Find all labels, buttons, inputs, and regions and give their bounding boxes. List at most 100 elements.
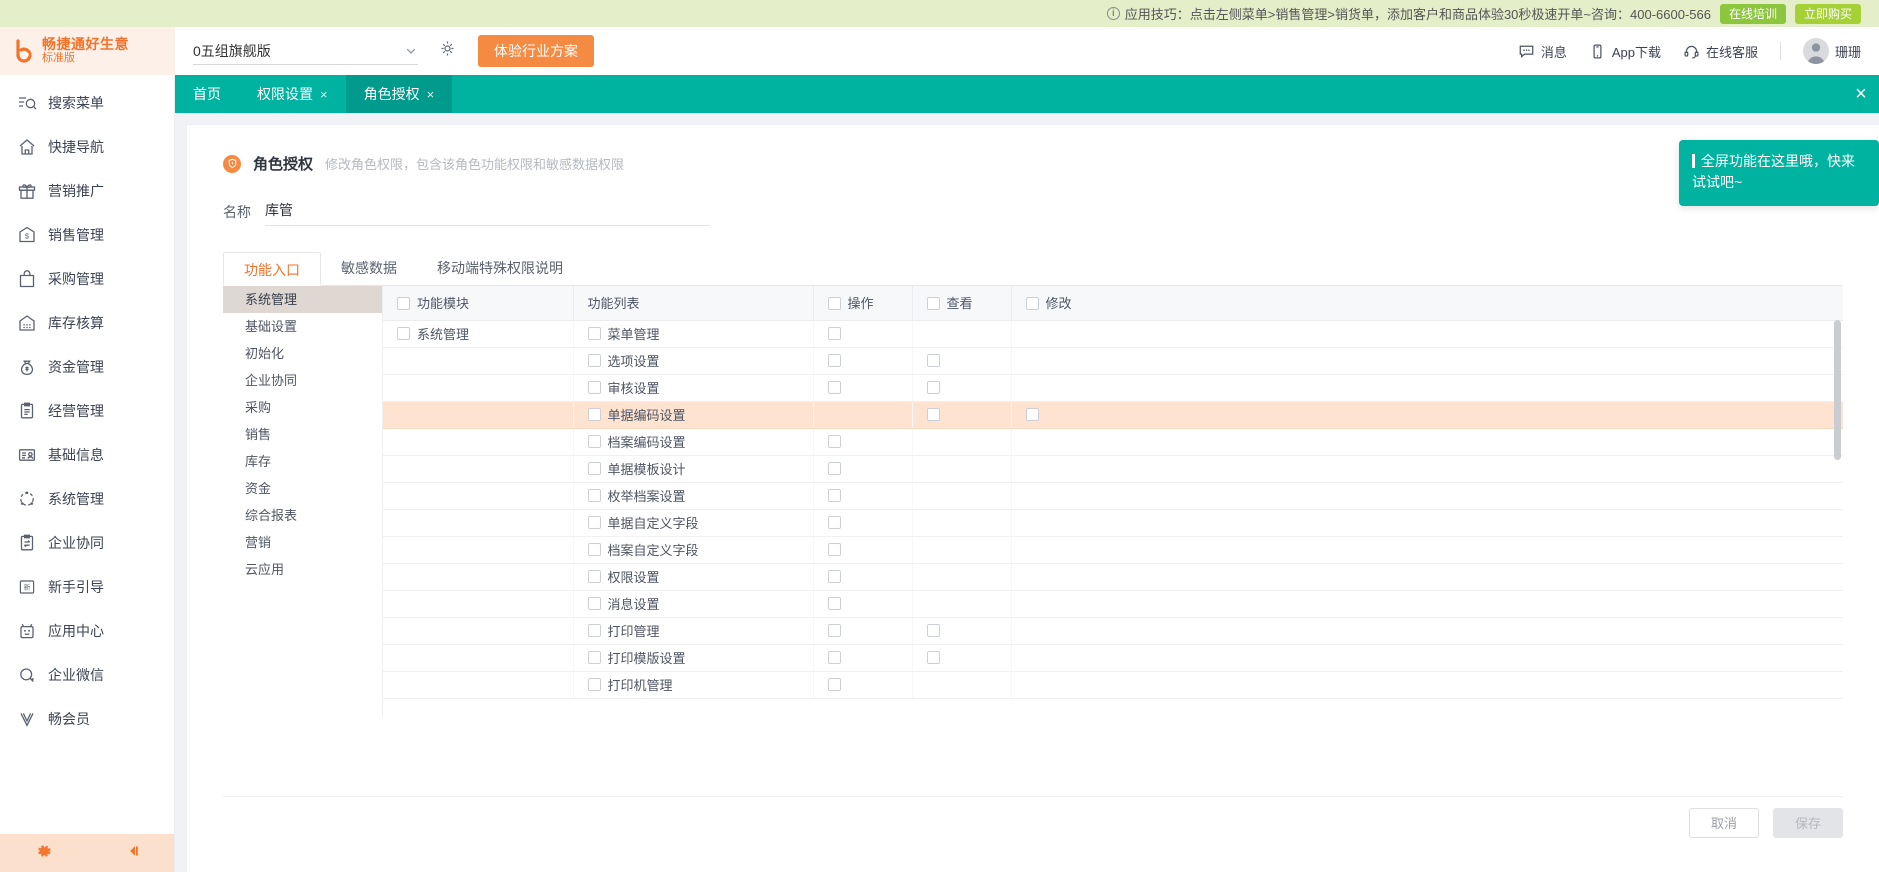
sidebar-item-business-management[interactable]: 经营管理 bbox=[0, 389, 174, 433]
feature-checkbox[interactable] bbox=[587, 435, 601, 448]
operate-checkbox[interactable] bbox=[827, 651, 841, 664]
inner-tab-sensitive-data[interactable]: 敏感数据 bbox=[341, 260, 397, 276]
app-logo[interactable]: 畅捷通好生意 标准版 bbox=[0, 27, 175, 75]
table-row[interactable]: 打印模版设置 bbox=[383, 644, 1843, 672]
inner-tab-function-entry[interactable]: 功能入口 bbox=[223, 252, 321, 286]
select-all-modules-checkbox[interactable] bbox=[397, 297, 410, 311]
industry-solution-button[interactable]: 体验行业方案 bbox=[478, 35, 594, 67]
operate-checkbox[interactable] bbox=[827, 624, 841, 637]
operate-checkbox[interactable] bbox=[827, 570, 841, 583]
tree-item-system-management[interactable]: 系统管理 bbox=[223, 286, 382, 313]
operate-checkbox[interactable] bbox=[827, 354, 841, 367]
table-row[interactable]: 打印管理 bbox=[383, 617, 1843, 645]
inner-tab-mobile-special-permissions[interactable]: 移动端特殊权限说明 bbox=[437, 260, 563, 276]
user-menu[interactable]: 珊珊 bbox=[1802, 38, 1861, 64]
table-scrollbar[interactable] bbox=[1834, 320, 1841, 716]
select-all-view-checkbox[interactable] bbox=[926, 297, 940, 311]
operate-checkbox[interactable] bbox=[827, 435, 841, 448]
header-app-download-button[interactable]: App下载 bbox=[1589, 42, 1661, 61]
sidebar-item-purchase-management[interactable]: 采购管理 bbox=[0, 257, 174, 301]
tab-role-authorization[interactable]: 角色授权 × bbox=[345, 75, 453, 113]
select-all-edit-checkbox[interactable] bbox=[1025, 297, 1039, 311]
table-row[interactable]: 系统管理 菜单管理 bbox=[383, 320, 1843, 348]
table-row[interactable]: 枚举档案设置 bbox=[383, 482, 1843, 510]
feature-checkbox[interactable] bbox=[587, 570, 601, 583]
sidebar-item-search-menu[interactable]: 搜索菜单 bbox=[0, 81, 174, 125]
tree-item-enterprise-collaboration[interactable]: 企业协同 bbox=[245, 373, 298, 388]
tree-item-sales[interactable]: 销售 bbox=[245, 427, 272, 442]
feature-checkbox[interactable] bbox=[587, 381, 601, 394]
view-checkbox[interactable] bbox=[926, 381, 940, 394]
sidebar-item-inventory-accounting[interactable]: 库存核算 bbox=[0, 301, 174, 345]
tree-item-initialization[interactable]: 初始化 bbox=[245, 346, 285, 361]
tree-item-inventory[interactable]: 库存 bbox=[245, 454, 272, 469]
cancel-button[interactable]: 取消 bbox=[1689, 807, 1759, 838]
operate-checkbox[interactable] bbox=[827, 327, 841, 340]
view-checkbox[interactable] bbox=[926, 624, 940, 637]
table-row[interactable]: 单据编码设置 bbox=[383, 401, 1843, 429]
sidebar-item-new-user-guide[interactable]: 新 新手引导 bbox=[0, 565, 174, 609]
table-row[interactable]: 单据模板设计 bbox=[383, 455, 1843, 483]
feature-checkbox[interactable] bbox=[587, 408, 601, 421]
feature-checkbox[interactable] bbox=[587, 678, 601, 691]
select-all-operate-checkbox[interactable] bbox=[827, 297, 841, 311]
role-name-field[interactable] bbox=[265, 202, 710, 226]
tab-permission-settings[interactable]: 权限设置 × bbox=[239, 75, 346, 113]
sidebar-item-system-management[interactable]: 系统管理 bbox=[0, 477, 174, 521]
module-checkbox[interactable] bbox=[397, 327, 410, 340]
operate-checkbox[interactable] bbox=[827, 543, 841, 556]
role-name-input[interactable] bbox=[265, 202, 710, 218]
header-messages-button[interactable]: 消息 bbox=[1518, 42, 1567, 61]
sidebar-collapse-button[interactable] bbox=[88, 834, 175, 872]
sidebar-item-quick-nav[interactable]: 快捷导航 bbox=[0, 125, 174, 169]
table-row[interactable]: 档案编码设置 bbox=[383, 428, 1843, 456]
buy-now-button[interactable]: 立即购买 bbox=[1794, 3, 1861, 24]
sidebar-item-wechat-work[interactable]: 企业微信 bbox=[0, 653, 174, 697]
tree-item-purchase[interactable]: 采购 bbox=[245, 400, 272, 415]
header-settings-button[interactable] bbox=[436, 40, 458, 62]
sidebar-item-marketing-promo[interactable]: 营销推广 bbox=[0, 169, 174, 213]
view-checkbox[interactable] bbox=[926, 354, 940, 367]
table-row[interactable]: 单据自定义字段 bbox=[383, 509, 1843, 537]
operate-checkbox[interactable] bbox=[827, 462, 841, 475]
operate-checkbox[interactable] bbox=[827, 381, 841, 394]
operate-checkbox[interactable] bbox=[827, 516, 841, 529]
header-online-support-button[interactable]: 在线客服 bbox=[1683, 42, 1758, 61]
feature-checkbox[interactable] bbox=[587, 543, 601, 556]
feature-checkbox[interactable] bbox=[587, 651, 601, 664]
operate-checkbox[interactable] bbox=[827, 678, 841, 691]
view-checkbox[interactable] bbox=[926, 651, 940, 664]
sidebar-item-sales-management[interactable]: $ 销售管理 bbox=[0, 213, 174, 257]
feature-checkbox[interactable] bbox=[587, 462, 601, 475]
feature-checkbox[interactable] bbox=[587, 597, 601, 610]
sidebar-item-fund-management[interactable]: 资金管理 bbox=[0, 345, 174, 389]
tab-home[interactable]: 首页 bbox=[175, 75, 239, 113]
sidebar-item-app-center[interactable]: 应用中心 bbox=[0, 609, 174, 653]
feature-checkbox[interactable] bbox=[587, 624, 601, 637]
table-row[interactable]: 档案自定义字段 bbox=[383, 536, 1843, 564]
close-icon[interactable]: × bbox=[426, 86, 435, 102]
chevron-down-icon[interactable] bbox=[404, 44, 418, 58]
org-selector[interactable]: 0五组旗舰版 bbox=[193, 37, 418, 65]
edit-checkbox[interactable] bbox=[1025, 408, 1039, 421]
table-row[interactable]: 打印机管理 bbox=[383, 671, 1843, 699]
table-row[interactable]: 消息设置 bbox=[383, 590, 1843, 618]
table-row[interactable]: 权限设置 bbox=[383, 563, 1843, 591]
sidebar-item-v-member[interactable]: 畅会员 bbox=[0, 697, 174, 741]
feature-checkbox[interactable] bbox=[587, 489, 601, 502]
fullscreen-hint-tooltip[interactable]: 全屏功能在这里哦，快来试试吧~ bbox=[1679, 140, 1879, 206]
operate-checkbox[interactable] bbox=[827, 597, 841, 610]
tree-item-funds[interactable]: 资金 bbox=[245, 481, 272, 496]
close-all-tabs-button[interactable]: × bbox=[1855, 82, 1867, 105]
feature-checkbox[interactable] bbox=[587, 327, 601, 340]
close-icon[interactable]: × bbox=[320, 86, 328, 102]
tree-item-cloud-apps[interactable]: 云应用 bbox=[245, 562, 285, 577]
tree-item-comprehensive-reports[interactable]: 综合报表 bbox=[245, 508, 298, 523]
table-row[interactable]: 审核设置 bbox=[383, 374, 1843, 402]
save-button[interactable]: 保存 bbox=[1773, 807, 1843, 838]
table-row[interactable]: 选项设置 bbox=[383, 347, 1843, 375]
view-checkbox[interactable] bbox=[926, 408, 940, 421]
table-scrollbar-thumb[interactable] bbox=[1834, 320, 1841, 460]
operate-checkbox[interactable] bbox=[827, 489, 841, 502]
sidebar-item-basic-info[interactable]: 基础信息 bbox=[0, 433, 174, 477]
